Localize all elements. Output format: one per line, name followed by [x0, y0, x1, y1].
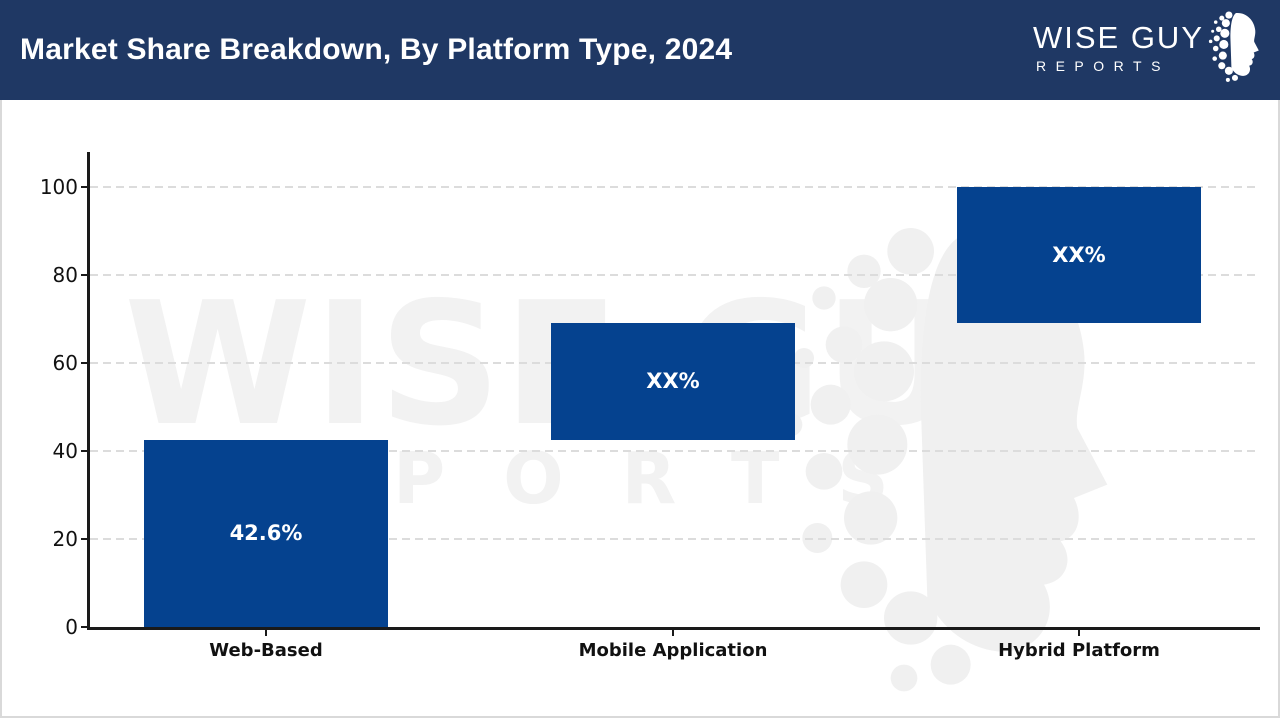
- gridline-40: [90, 450, 1260, 452]
- bar-value-label: XX%: [646, 369, 700, 394]
- y-tick-mark-100: [81, 186, 89, 188]
- y-tick-mark-40: [81, 450, 89, 452]
- y-tick-mark-0: [81, 626, 89, 628]
- y-tick-mark-20: [81, 538, 89, 540]
- gridline-100: [90, 186, 1260, 188]
- y-tick-mark-60: [81, 362, 89, 364]
- logo-reports-text: REPORTS: [1035, 58, 1170, 74]
- wise-guy-logo: WISE GUY REPORTS: [1033, 10, 1268, 86]
- bar-mobile-application: XX%: [551, 323, 795, 440]
- x-axis-label-1: Web-Based: [209, 640, 323, 661]
- logo-text: WISE GUY REPORTS: [1033, 22, 1204, 74]
- bar-value-label: 42.6%: [229, 521, 303, 546]
- bar-value-label: XX%: [1052, 243, 1106, 268]
- y-tick-label-20: 20: [52, 527, 78, 551]
- y-tick-label-100: 100: [39, 175, 78, 199]
- y-tick-label-40: 40: [52, 439, 78, 463]
- bar-web-based: 42.6%: [144, 439, 388, 627]
- chart-panel: WISE GUY REPORTS 02040608010042.6%XX%XX%…: [0, 100, 1280, 718]
- y-tick-mark-80: [81, 274, 89, 276]
- y-axis-spine: [87, 152, 90, 630]
- logo-head-icon: [1206, 10, 1268, 86]
- gridline-80: [90, 274, 1260, 276]
- x-tick-mark-3: [1078, 630, 1080, 636]
- x-axis-label-3: Hybrid Platform: [998, 640, 1160, 661]
- y-tick-label-0: 0: [65, 615, 78, 639]
- y-tick-label-60: 60: [52, 351, 78, 375]
- y-tick-label-80: 80: [52, 263, 78, 287]
- x-tick-mark-2: [672, 630, 674, 636]
- x-tick-mark-1: [265, 630, 267, 636]
- header-bar: Market Share Breakdown, By Platform Type…: [0, 0, 1280, 100]
- x-axis-spine: [87, 627, 1260, 630]
- page-title: Market Share Breakdown, By Platform Type…: [20, 33, 733, 66]
- gridline-20: [90, 538, 1260, 540]
- bar-hybrid-platform: XX%: [957, 187, 1201, 324]
- logo-wise-guy-text: WISE GUY: [1032, 20, 1204, 55]
- x-axis-label-2: Mobile Application: [578, 640, 768, 661]
